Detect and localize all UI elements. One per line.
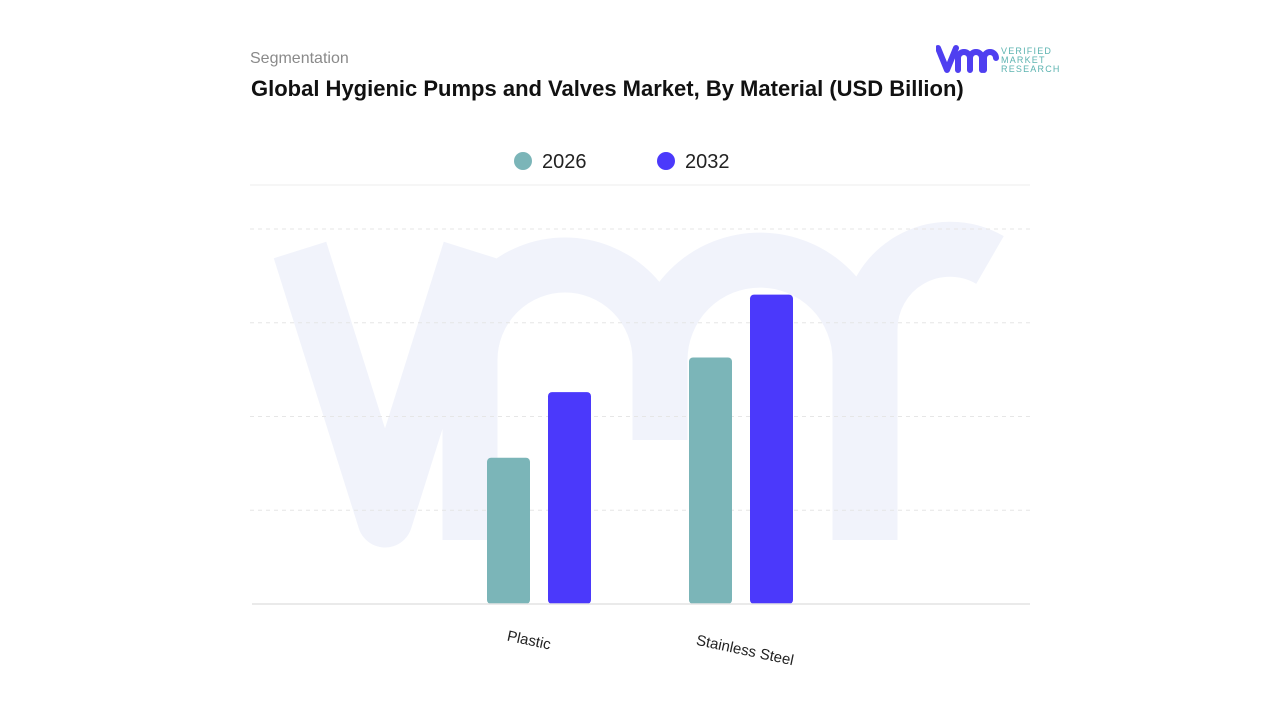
legend-swatch-2026 (514, 152, 532, 170)
svg-text:RESEARCH: RESEARCH (1001, 64, 1061, 74)
bar-stainless-steel-2032 (750, 294, 793, 604)
bar-plastic-2032 (548, 392, 591, 604)
chart-title: Global Hygienic Pumps and Valves Market,… (251, 76, 964, 101)
bar-plastic-2026 (487, 457, 530, 604)
segment-label: Segmentation (250, 50, 349, 67)
x-tick-label: Stainless Steel (695, 632, 796, 669)
vmr-watermark (273, 221, 1004, 548)
svg-text:VERIFIED: VERIFIED (1001, 46, 1052, 56)
vmr-logo: VERIFIED MARKET RESEARCH (935, 44, 1061, 81)
legend-label-2032: 2032 (685, 151, 730, 173)
bar-stainless-steel-2026 (689, 357, 732, 604)
x-tick-label: Plastic (506, 628, 553, 654)
legend-label-2026: 2026 (542, 151, 587, 173)
legend-swatch-2032 (657, 152, 675, 170)
svg-text:MARKET: MARKET (1001, 55, 1046, 65)
